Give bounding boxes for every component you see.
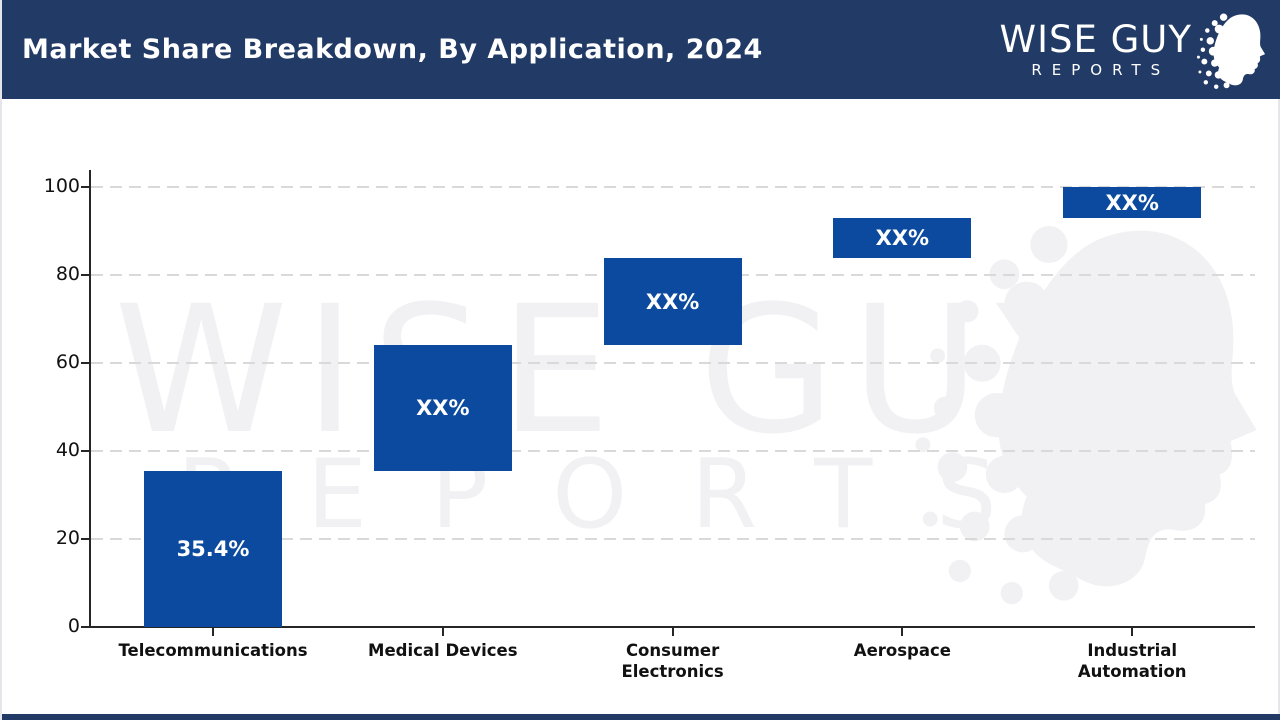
y-tick-mark: [81, 274, 89, 276]
y-tick-mark: [81, 450, 89, 452]
y-axis-line: [89, 170, 91, 628]
y-tick-label: 0: [67, 615, 80, 637]
gridline-y100: [91, 186, 1255, 188]
bar-value-label: XX%: [1105, 190, 1159, 215]
y-tick-label: 40: [55, 439, 80, 461]
footer-bar: [2, 714, 1280, 720]
bar-value-label: XX%: [875, 226, 930, 251]
y-tick-label: 60: [55, 351, 80, 373]
x-category-label: Aerospace: [853, 641, 951, 660]
header-bar: Market Share Breakdown, By Application, …: [2, 0, 1280, 99]
bar-3: XX%: [603, 257, 742, 346]
y-tick-label: 80: [55, 263, 80, 285]
brand-logo: WISE GUY REPORTS: [1000, 8, 1268, 90]
brand-head-icon: [1196, 13, 1266, 89]
y-tick-mark: [81, 626, 89, 628]
x-tick-mark: [901, 628, 904, 636]
brand-subtitle: REPORTS: [1031, 60, 1171, 79]
brand-name: WISE GUY: [999, 17, 1192, 61]
y-tick-label: 20: [55, 527, 80, 549]
bar-2: XX%: [373, 345, 512, 472]
x-category-label: Medical Devices: [368, 641, 518, 660]
y-tick-label: 100: [43, 175, 80, 197]
gridline-y60: [91, 362, 1255, 364]
x-axis-line: [89, 626, 1255, 628]
x-category-label: Telecommunications: [118, 641, 308, 660]
watermark-text-line2: REPORTS: [177, 440, 1061, 550]
bar-4: XX%: [833, 218, 972, 258]
x-category-label: Industrial Automation: [1077, 641, 1187, 681]
bar-value-label: XX%: [645, 289, 700, 314]
x-tick-mark: [441, 628, 444, 636]
y-tick-mark: [81, 538, 89, 540]
bar-value-label: XX%: [416, 396, 470, 421]
y-tick-mark: [81, 186, 89, 188]
x-tick-mark: [671, 628, 674, 636]
bar-1: 35.4%: [144, 471, 282, 627]
gridline-y20: [91, 538, 1255, 540]
bar-5: XX%: [1063, 187, 1202, 219]
page-title: Market Share Breakdown, By Application, …: [22, 34, 763, 65]
x-category-label: Consumer Electronics: [621, 641, 724, 681]
gridline-y40: [91, 450, 1255, 452]
x-tick-mark: [212, 628, 214, 636]
x-tick-mark: [1131, 628, 1134, 636]
y-tick-mark: [81, 362, 89, 364]
brand-logo-text: WISE GUY REPORTS: [999, 17, 1192, 79]
bar-value-label: 35.4%: [176, 537, 250, 562]
watermark-head-logo: [915, 225, 1257, 605]
